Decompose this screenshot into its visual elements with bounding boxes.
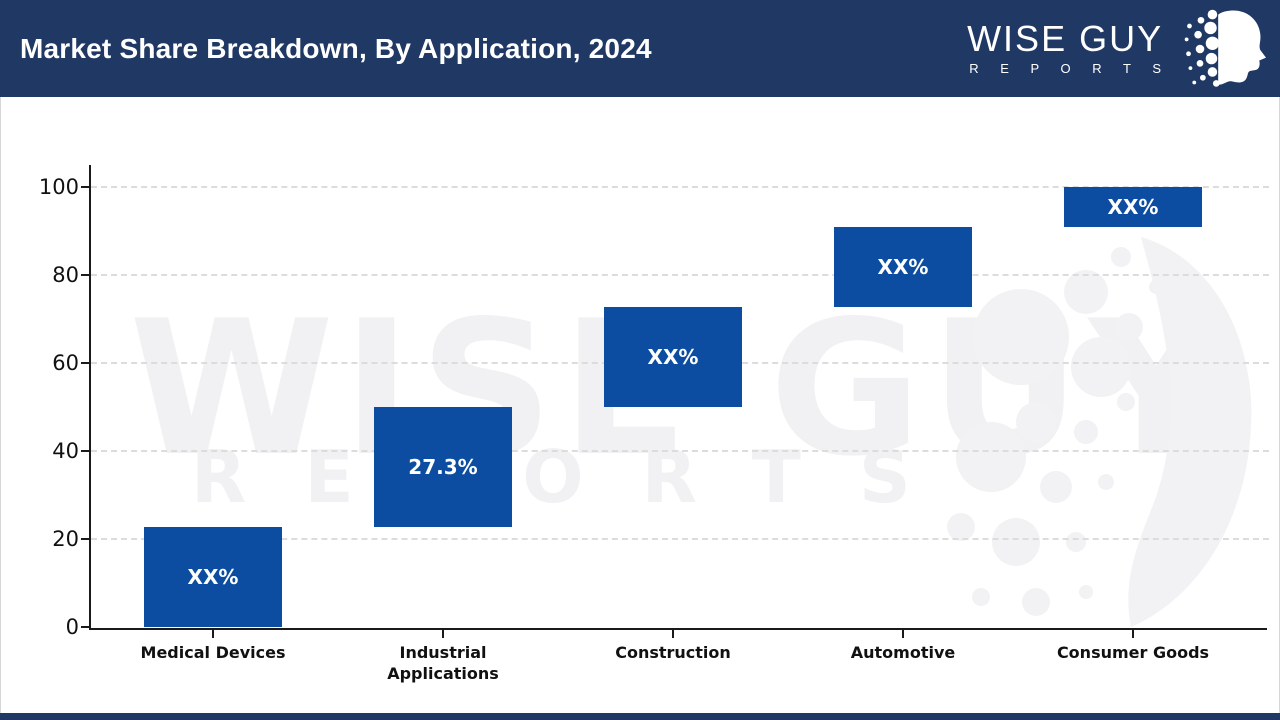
y-axis-tick-label: 20 [52,527,79,551]
y-axis-tick-label: 80 [52,263,79,287]
x-axis-category-label: Construction [615,643,731,662]
y-axis-tick [81,450,89,452]
x-axis-category-label: Automotive [850,643,956,662]
logo-wordmark: WISE GUY [967,18,1164,59]
bar-value-label: XX% [187,565,239,590]
bar-value-label: XX% [877,255,929,280]
y-axis-tick-label: 0 [65,615,79,639]
gridline [91,186,1269,188]
bar-segment: 27.3% [374,407,512,528]
x-axis-category-label: Consumer Goods [1056,643,1210,662]
x-axis-category-label: Industrial Applications [387,643,499,683]
y-axis-tick-label: 40 [52,439,79,463]
bar-segment: XX% [1064,187,1202,228]
wise-guy-reports-logo: WISE GUY R E P O R T S [960,0,1270,97]
chart-canvas: WISE GUY REPORTS 0 20 40 60 80 100 XX% Medical … [0,97,1280,714]
gridline [91,450,1269,452]
page-title: Market Share Breakdown, By Application, … [20,32,652,64]
gridline [91,274,1269,276]
y-axis-tick [81,362,89,364]
y-axis-tick [81,274,89,276]
y-axis-tick [81,186,89,188]
x-axis-tick [442,630,444,638]
bar-segment: XX% [604,307,742,407]
y-axis-tick [81,626,89,628]
plot-area: 0 20 40 60 80 100 XX% Medical Devices 27.3% Indus… [39,165,1269,683]
face-profile-icon [1184,9,1266,87]
y-axis-tick-label: 100 [38,175,79,199]
gridline [91,538,1269,540]
x-axis-tick [1132,630,1134,638]
header-bar: Market Share Breakdown, By Application, … [0,0,1280,97]
x-axis-category-label: Medical Devices [140,643,286,662]
y-axis-tick-label: 60 [52,351,79,375]
bar-value-label: XX% [1107,195,1159,220]
logo-text: WISE GUY R E P O R T S [960,18,1170,77]
bar-value-label: XX% [647,345,699,370]
bar-value-label: 27.3% [408,455,478,480]
bar-segment: XX% [834,227,972,308]
x-axis-tick [672,630,674,638]
y-axis-tick [81,538,89,540]
x-axis-tick [902,630,904,638]
x-axis-tick [212,630,214,638]
footer-bar [0,713,1280,720]
logo-subtitle: R E P O R T S [969,61,1170,76]
bar-segment: XX% [144,527,282,627]
